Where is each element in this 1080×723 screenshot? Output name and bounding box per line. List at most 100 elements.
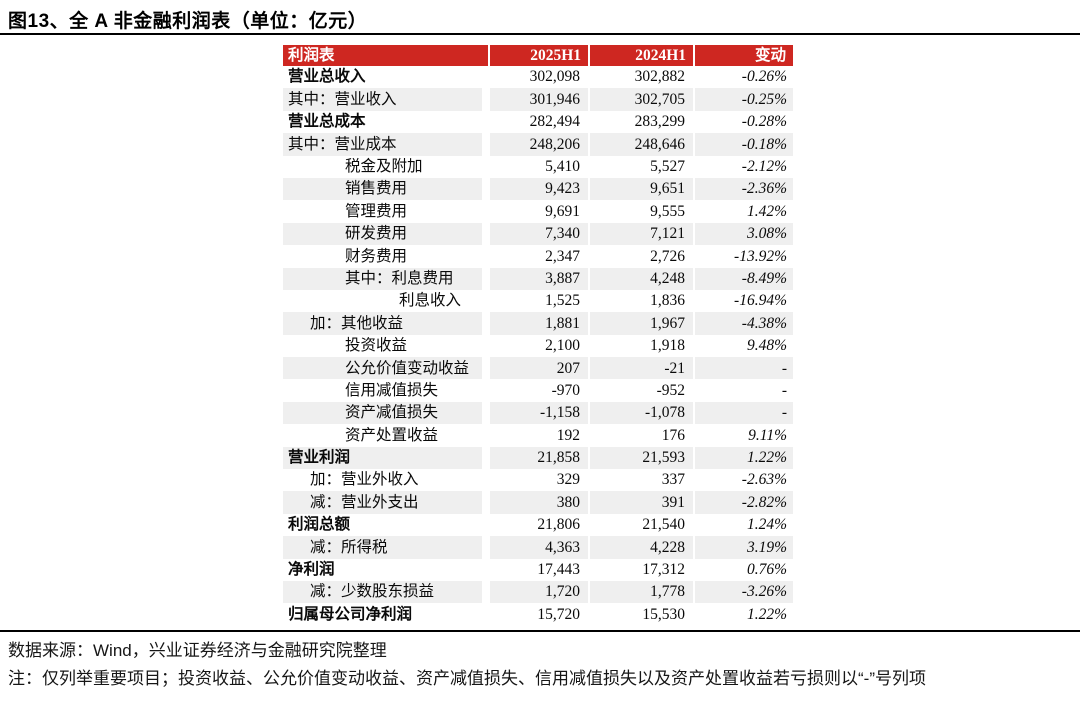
value-2024h1: 283,299 [588, 110, 693, 134]
row-label: 营业利润 [283, 446, 488, 470]
value-change: - [693, 357, 793, 380]
value-change: -2.12% [693, 155, 793, 178]
value-2024h1: 21,593 [588, 446, 693, 470]
value-change: -2.82% [693, 491, 793, 514]
row-label: 利息收入 [283, 289, 488, 313]
value-2025h1: 1,525 [488, 289, 588, 313]
value-change: -2.36% [693, 177, 793, 201]
row-label: 其中：利息费用 [283, 267, 488, 290]
value-change: -0.28% [693, 110, 793, 134]
value-2024h1: 7,121 [588, 222, 693, 246]
value-2024h1: 17,312 [588, 558, 693, 581]
data-source-text: 数据来源：Wind，兴业证券经济与金融研究院整理 [8, 641, 387, 660]
table-row: 减：营业外支出 380 391 -2.82% [283, 491, 793, 514]
title-divider [0, 33, 1080, 35]
row-label: 研发费用 [283, 222, 488, 246]
row-label: 财务费用 [283, 245, 488, 268]
value-2024h1: 248,646 [588, 133, 693, 156]
row-label: 资产处置收益 [283, 424, 488, 447]
figure-footer: 数据来源：Wind，兴业证券经济与金融研究院整理 注：仅列举重要项目；投资收益、… [8, 637, 1070, 693]
row-label: 减：所得税 [283, 536, 488, 559]
value-2024h1: 5,527 [588, 155, 693, 178]
value-2025h1: 9,423 [488, 177, 588, 201]
table-row: 净利润 17,443 17,312 0.76% [283, 558, 793, 581]
value-change: -2.63% [693, 469, 793, 492]
value-2024h1: 4,228 [588, 536, 693, 559]
table-row: 归属母公司净利润 15,720 15,530 1.22% [283, 603, 793, 626]
value-2024h1: 9,555 [588, 200, 693, 223]
row-label: 销售费用 [283, 177, 488, 201]
value-2024h1: 1,918 [588, 334, 693, 358]
value-2025h1: 7,340 [488, 222, 588, 246]
value-change: 1.22% [693, 603, 793, 626]
value-2025h1: 2,100 [488, 334, 588, 358]
col-header-2024h1: 2024H1 [588, 45, 693, 66]
value-change: -0.26% [693, 66, 793, 89]
row-label: 税金及附加 [283, 155, 488, 178]
table-row: 税金及附加 5,410 5,527 -2.12% [283, 155, 793, 178]
value-change: -0.18% [693, 133, 793, 156]
value-2024h1: -21 [588, 357, 693, 380]
value-2025h1: 17,443 [488, 558, 588, 581]
value-2025h1: 380 [488, 491, 588, 514]
table-row: 销售费用 9,423 9,651 -2.36% [283, 177, 793, 201]
profit-table-container: 利润表 2025H1 2024H1 变动 营业总收入 302,098 302,882… [283, 45, 793, 626]
col-header-2025h1: 2025H1 [488, 45, 588, 66]
value-2024h1: 1,836 [588, 289, 693, 313]
row-label: 减：营业外支出 [283, 491, 488, 514]
table-row: 利润总额 21,806 21,540 1.24% [283, 513, 793, 537]
value-change: -0.25% [693, 88, 793, 111]
row-label: 加：其他收益 [283, 312, 488, 335]
value-change: -13.92% [693, 245, 793, 268]
table-row: 财务费用 2,347 2,726 -13.92% [283, 245, 793, 268]
table-row: 减：少数股东损益 1,720 1,778 -3.26% [283, 580, 793, 604]
table-row: 营业总收入 302,098 302,882 -0.26% [283, 66, 793, 89]
value-2024h1: 1,967 [588, 312, 693, 335]
row-label: 投资收益 [283, 334, 488, 358]
col-header-change: 变动 [693, 45, 793, 66]
value-2024h1: 176 [588, 424, 693, 447]
row-label: 其中：营业收入 [283, 88, 488, 111]
value-2025h1: 301,946 [488, 88, 588, 111]
table-header-row: 利润表 2025H1 2024H1 变动 [283, 45, 793, 66]
value-2025h1: 5,410 [488, 155, 588, 178]
value-change: -4.38% [693, 312, 793, 335]
value-change: -16.94% [693, 289, 793, 313]
value-2024h1: 15,530 [588, 603, 693, 626]
value-2025h1: 2,347 [488, 245, 588, 268]
row-label: 公允价值变动收益 [283, 357, 488, 380]
table-row: 加：其他收益 1,881 1,967 -4.38% [283, 312, 793, 335]
value-2025h1: 15,720 [488, 603, 588, 626]
value-2025h1: 21,806 [488, 513, 588, 537]
value-2024h1: 302,705 [588, 88, 693, 111]
row-label: 其中：营业成本 [283, 133, 488, 156]
value-change: 9.48% [693, 334, 793, 358]
value-2025h1: -1,158 [488, 401, 588, 425]
value-2025h1: 4,363 [488, 536, 588, 559]
value-2024h1: 21,540 [588, 513, 693, 537]
table-row: 信用减值损失 -970 -952- [283, 379, 793, 402]
table-row: 营业总成本 282,494 283,299 -0.28% [283, 110, 793, 134]
row-label: 营业总收入 [283, 66, 488, 89]
table-row: 研发费用 7,340 7,121 3.08% [283, 222, 793, 246]
row-label: 净利润 [283, 558, 488, 581]
table-row: 资产减值损失 -1,158 -1,078- [283, 401, 793, 425]
table-row: 减：所得税 4,363 4,228 3.19% [283, 536, 793, 559]
value-2025h1: 3,887 [488, 267, 588, 290]
value-2024h1: 337 [588, 469, 693, 492]
value-2024h1: 302,882 [588, 66, 693, 89]
value-2025h1: 9,691 [488, 200, 588, 223]
value-2024h1: 391 [588, 491, 693, 514]
table-row: 营业利润 21,858 21,593 1.22% [283, 446, 793, 470]
table-row: 加：营业外收入 329 337 -2.63% [283, 469, 793, 492]
row-label: 信用减值损失 [283, 379, 488, 402]
value-change: - [693, 401, 793, 425]
figure-title: 图13、全 A 非金融利润表（单位：亿元） [8, 11, 368, 32]
value-2025h1: -970 [488, 379, 588, 402]
value-2025h1: 192 [488, 424, 588, 447]
value-2024h1: -1,078 [588, 401, 693, 425]
value-change: 1.22% [693, 446, 793, 470]
row-label: 归属母公司净利润 [283, 603, 488, 626]
value-2025h1: 1,881 [488, 312, 588, 335]
